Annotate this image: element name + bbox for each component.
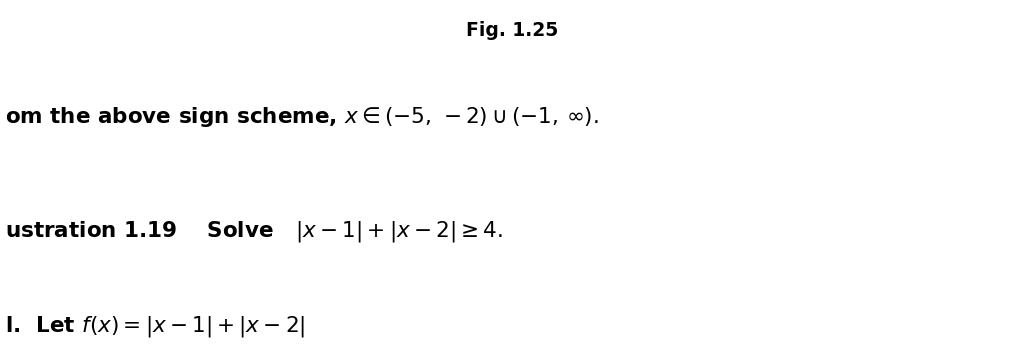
Text: l.  Let $f(x) = |x-1|+|x-2|$: l. Let $f(x) = |x-1|+|x-2|$ xyxy=(5,314,305,339)
Text: Fig. 1.25: Fig. 1.25 xyxy=(466,21,558,40)
Text: ustration 1.19    Solve   $|x-1|+|x-2| \geq 4.$: ustration 1.19 Solve $|x-1|+|x-2| \geq 4… xyxy=(5,219,503,245)
Text: om the above sign scheme, $x \in (-5,\,-2)\cup(-1,\,\infty).$: om the above sign scheme, $x \in (-5,\,-… xyxy=(5,105,599,129)
